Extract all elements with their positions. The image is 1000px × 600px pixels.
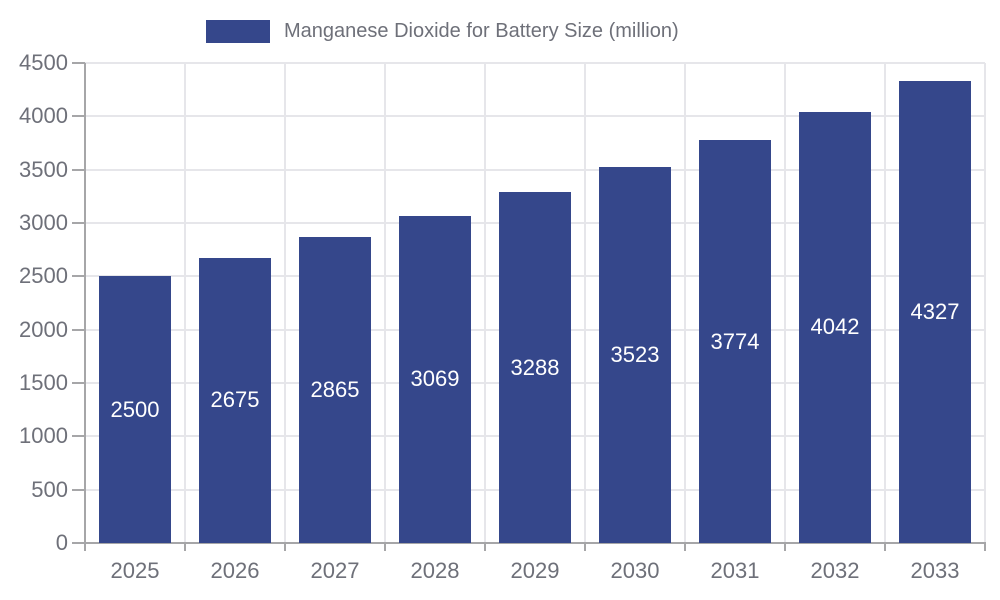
bar-value-label: 2675 — [210, 387, 260, 413]
x-axis-line — [84, 542, 986, 544]
x-axis-label: 2031 — [710, 558, 760, 583]
legend[interactable]: Manganese Dioxide for Battery Size (mill… — [206, 18, 679, 44]
x-axis-label: 2025 — [110, 558, 160, 583]
bar[interactable]: 3069 — [399, 215, 471, 543]
x-gridline — [184, 63, 186, 543]
bar-value-label: 2500 — [110, 396, 160, 422]
x-tick — [984, 543, 986, 551]
bar[interactable]: 2675 — [199, 257, 271, 543]
x-gridline — [684, 63, 686, 543]
y-axis-line — [84, 63, 86, 545]
y-axis-label: 1500 — [19, 370, 68, 395]
y-tick — [72, 115, 85, 118]
bar[interactable]: 2500 — [99, 276, 171, 543]
bar[interactable]: 2865 — [299, 237, 371, 543]
x-gridline — [284, 63, 286, 543]
legend-label: Manganese Dioxide for Battery Size (mill… — [284, 20, 679, 42]
x-gridline — [984, 63, 986, 543]
y-gridline — [85, 62, 985, 64]
bar[interactable]: 3774 — [699, 140, 771, 543]
x-gridline — [384, 63, 386, 543]
bar-value-label: 2865 — [310, 377, 360, 403]
y-tick — [72, 275, 85, 278]
x-axis-label: 2026 — [210, 558, 260, 583]
y-axis-label: 2500 — [19, 263, 68, 289]
x-gridline — [584, 63, 586, 543]
y-tick — [72, 382, 85, 384]
x-axis-label: 2030 — [610, 558, 660, 583]
x-tick — [584, 543, 586, 551]
x-axis-label: 2029 — [510, 558, 560, 583]
y-axis-label: 4000 — [19, 103, 68, 129]
x-tick — [484, 543, 486, 551]
bar-value-label: 4042 — [810, 314, 860, 340]
y-gridline — [85, 168, 985, 171]
x-tick — [84, 543, 86, 551]
x-gridline — [784, 63, 786, 543]
x-tick — [184, 543, 186, 551]
y-axis-label: 3000 — [19, 210, 68, 235]
y-tick — [72, 62, 85, 64]
x-tick — [884, 543, 886, 551]
y-axis-label: 2000 — [19, 316, 68, 342]
bar[interactable]: 4327 — [899, 81, 971, 543]
y-gridline — [85, 115, 985, 118]
y-axis-label: 500 — [31, 476, 68, 502]
y-tick — [72, 328, 85, 331]
y-axis-label: 3500 — [19, 156, 68, 182]
x-gridline — [884, 63, 886, 543]
y-tick — [72, 168, 85, 171]
x-gridline — [484, 63, 486, 543]
y-tick — [72, 488, 85, 491]
bar[interactable]: 3288 — [499, 192, 571, 543]
y-tick — [72, 542, 85, 544]
x-tick — [384, 543, 386, 551]
x-tick — [284, 543, 286, 551]
bar-value-label: 3069 — [410, 366, 460, 392]
bar[interactable]: 4042 — [799, 111, 871, 543]
x-axis-label: 2033 — [910, 558, 960, 583]
bar-value-label: 3523 — [610, 342, 660, 368]
x-axis-label: 2032 — [810, 558, 860, 583]
x-tick — [684, 543, 686, 551]
bar-value-label: 3288 — [510, 354, 560, 380]
y-axis-label: 4500 — [19, 50, 68, 75]
bar-value-label: 3774 — [710, 328, 760, 354]
y-axis-label: 1000 — [19, 423, 68, 449]
y-tick — [72, 435, 85, 438]
bar[interactable]: 3523 — [599, 167, 671, 543]
x-axis-label: 2027 — [310, 558, 360, 583]
y-axis-label: 0 — [55, 530, 68, 555]
x-axis-label: 2028 — [410, 558, 460, 583]
bar-value-label: 4327 — [910, 299, 960, 325]
x-tick — [784, 543, 786, 551]
legend-swatch — [206, 19, 270, 43]
y-tick — [72, 222, 85, 224]
